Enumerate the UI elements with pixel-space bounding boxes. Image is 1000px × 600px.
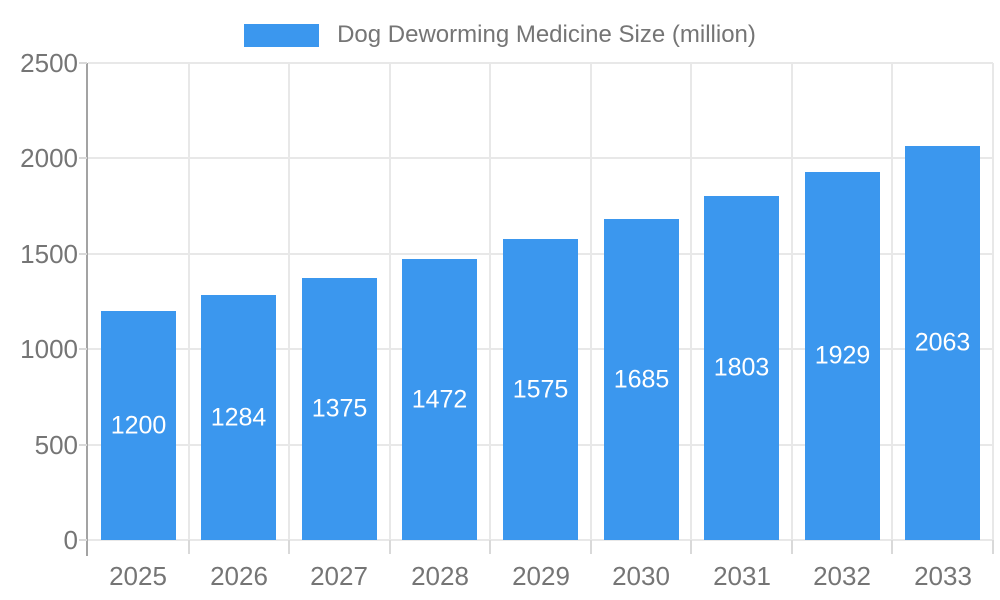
x-axis-tick-mark (388, 540, 391, 554)
gridline-horizontal (88, 157, 993, 160)
x-axis-tick-mark (489, 540, 492, 554)
bar-2025[interactable]: 1200 (101, 311, 176, 540)
bar-value-label: 1685 (613, 365, 670, 393)
plot-area: 1200 1284 1375 1472 1575 1685 1803 1929 2063 (88, 62, 994, 541)
bar-2030[interactable]: 1685 (604, 219, 679, 540)
x-axis-tick-mark (589, 540, 592, 554)
y-axis-tick-mark (79, 252, 87, 255)
bar-2027[interactable]: 1375 (302, 278, 377, 540)
bar-value-label: 1575 (512, 375, 569, 403)
x-axis-tick-label: 2031 (713, 561, 771, 591)
x-axis-tick-label: 2033 (914, 561, 972, 591)
x-axis-tick-label: 2026 (210, 561, 268, 591)
legend-label: Dog Deworming Medicine Size (million) (337, 21, 756, 48)
bar-value-label: 1803 (713, 353, 770, 382)
gridline-vertical (790, 63, 793, 540)
x-axis-tick-mark (891, 540, 894, 554)
bar-2028[interactable]: 1472 (402, 259, 477, 540)
x-axis-tick-mark (288, 540, 291, 554)
y-axis-tick-label: 500 (34, 429, 78, 460)
y-axis-tick-label: 1000 (20, 334, 78, 365)
gridline-vertical (187, 63, 190, 540)
y-axis-tick-mark (79, 443, 87, 446)
legend: Dog Deworming Medicine Size (million) (0, 21, 1000, 49)
bar-value-label: 1284 (210, 403, 267, 431)
x-axis-tick-label: 2028 (411, 561, 469, 591)
x-axis-tick-mark (690, 540, 693, 554)
x-axis-tick-mark (790, 540, 793, 554)
bar-value-label: 1929 (814, 341, 871, 370)
gridline-vertical (288, 63, 291, 540)
x-axis-tick-label: 2027 (310, 561, 368, 591)
gridline-vertical (992, 63, 994, 540)
bar-2031[interactable]: 1803 (704, 196, 779, 540)
bar-2032[interactable]: 1929 (805, 172, 880, 540)
y-axis-tick-mark (79, 62, 87, 64)
gridline-horizontal (88, 539, 993, 541)
y-axis-tick-label: 2500 (20, 48, 78, 78)
bar-2029[interactable]: 1575 (503, 239, 578, 540)
bar-value-label: 1375 (311, 394, 368, 423)
legend-item[interactable]: Dog Deworming Medicine Size (million) (244, 21, 756, 49)
bar-2033[interactable]: 2063 (905, 146, 980, 540)
bar-2026[interactable]: 1284 (201, 295, 276, 540)
bar-value-label: 1200 (110, 411, 167, 439)
y-axis-tick-mark (79, 157, 87, 160)
x-axis-tick-label: 2030 (612, 561, 670, 591)
y-axis-tick-label: 0 (63, 525, 78, 555)
x-axis-tick-mark (992, 540, 994, 554)
x-axis-tick-label: 2029 (512, 561, 570, 591)
gridline-vertical (891, 63, 894, 540)
y-axis-tick-mark (79, 348, 87, 351)
gridline-vertical (690, 63, 693, 540)
bar-value-label: 2063 (914, 328, 971, 357)
legend-swatch-icon (244, 23, 320, 47)
gridline-horizontal (88, 62, 993, 64)
x-axis-tick-label: 2032 (813, 561, 871, 591)
gridline-vertical (489, 63, 492, 540)
gridline-vertical (388, 63, 391, 540)
bar-value-label: 1472 (411, 385, 468, 413)
x-axis-tick-label: 2025 (109, 561, 167, 591)
y-axis-line (86, 63, 88, 556)
gridline-vertical (589, 63, 592, 540)
y-axis-tick-label: 2000 (20, 143, 78, 174)
y-axis-tick-label: 1500 (20, 238, 78, 269)
y-axis-tick-mark (79, 539, 87, 541)
x-axis-tick-mark (187, 540, 190, 554)
